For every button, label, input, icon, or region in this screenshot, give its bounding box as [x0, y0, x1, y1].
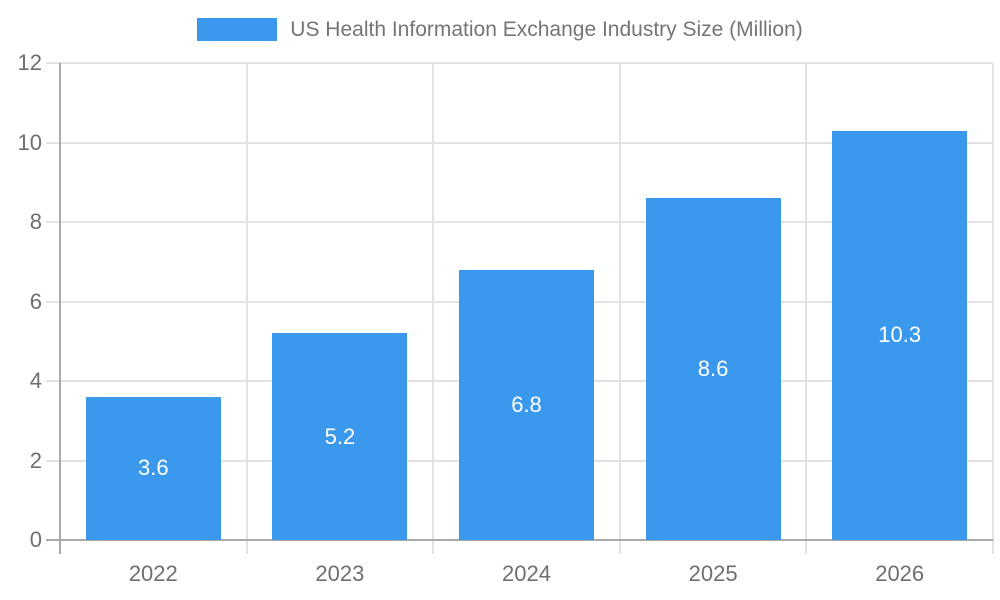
bar-value-label: 10.3	[878, 322, 922, 348]
bar-2025	[645, 198, 781, 540]
x-gridline	[432, 63, 435, 554]
y-gridline	[46, 141, 993, 144]
x-gridline	[992, 63, 994, 554]
x-gridline	[618, 63, 621, 554]
bar-value-label: 5.2	[324, 423, 356, 449]
x-tick-label: 2023	[315, 561, 365, 586]
legend-swatch	[197, 18, 278, 41]
bar-value-label: 6.8	[511, 391, 542, 417]
y-tick-label: 6	[29, 288, 42, 314]
y-tick-label: 2	[29, 447, 42, 473]
x-tick-label: 2024	[502, 561, 551, 586]
bar-2022	[85, 396, 221, 540]
x-tick-label: 2026	[875, 561, 925, 586]
bar-2023	[272, 333, 408, 540]
y-tick-label: 0	[29, 527, 42, 552]
y-tick-label: 4	[29, 368, 42, 393]
x-gridline	[805, 63, 808, 554]
bar-value-label: 8.6	[697, 356, 729, 382]
bar-value-label: 3.6	[138, 455, 169, 481]
bar-2024	[459, 269, 594, 540]
x-tick-label: 2022	[128, 561, 178, 586]
y-tick-label: 12	[17, 50, 42, 75]
chart-legend: US Health Information Exchange Industry …	[0, 18, 1000, 41]
x-axis-line	[46, 539, 993, 541]
y-tick-label: 10	[17, 129, 42, 155]
y-gridline	[46, 62, 993, 64]
x-gridline	[245, 63, 248, 554]
x-tick-label: 2025	[688, 561, 738, 586]
bar-2026	[832, 130, 968, 540]
y-tick-label: 8	[29, 209, 42, 234]
chart-title: US Health Information Exchange Industry …	[290, 18, 803, 41]
y-gridline	[46, 221, 993, 223]
y-axis-line	[59, 63, 61, 554]
